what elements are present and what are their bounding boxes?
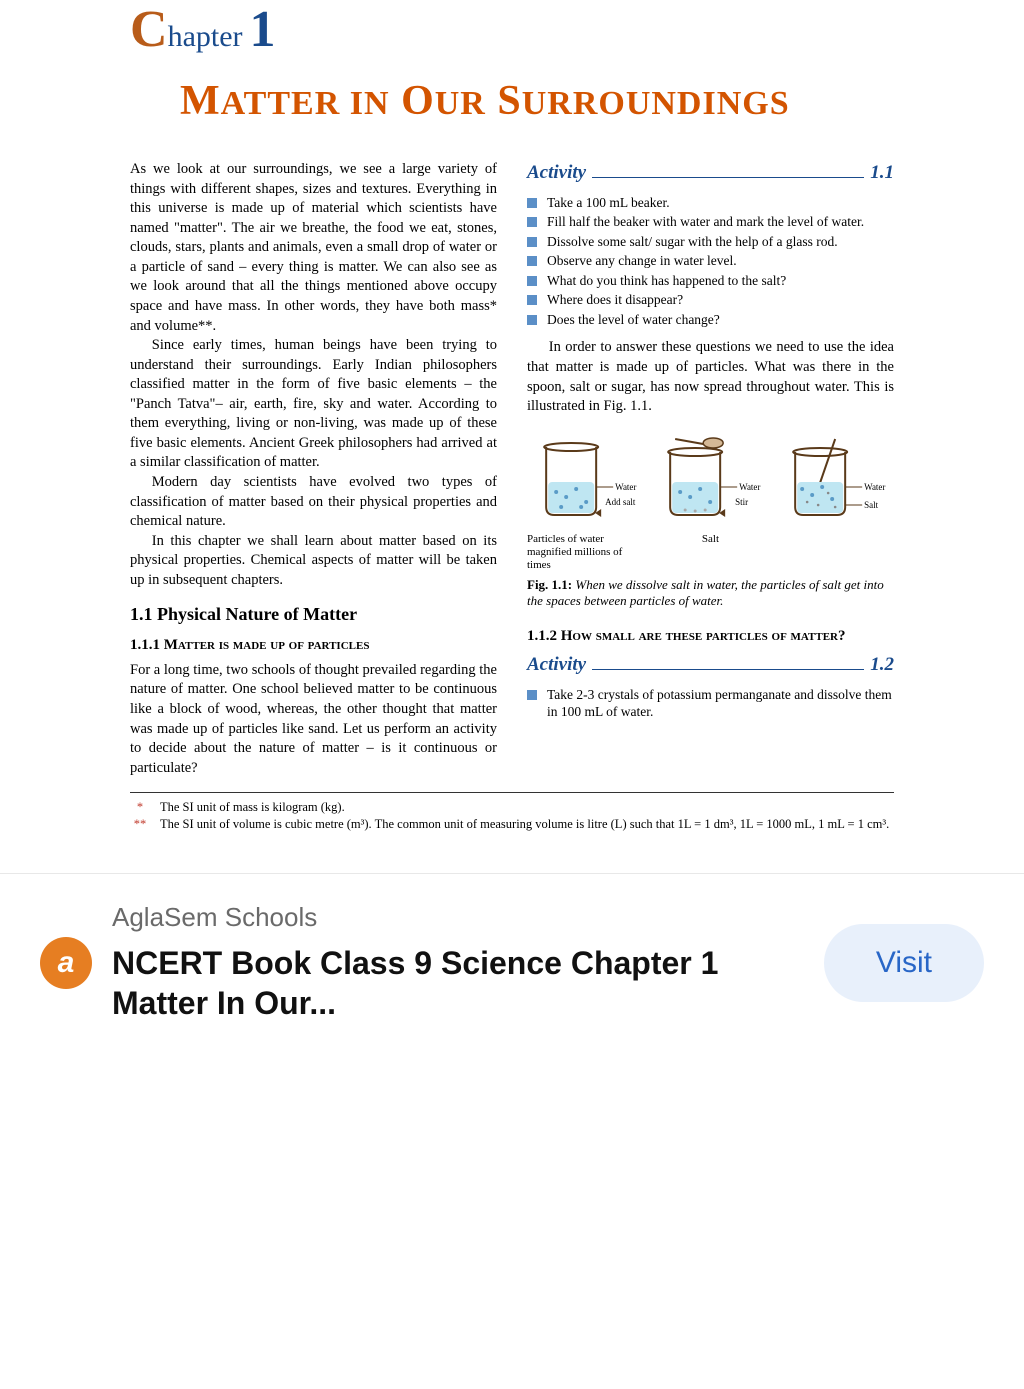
footnotes: * The SI unit of mass is kilogram (kg). …: [130, 792, 894, 833]
figure-caption-text: When we dissolve salt in water, the part…: [527, 577, 884, 608]
right-para-1: In order to answer these questions we ne…: [527, 338, 894, 416]
activity-heading-1-2: Activity 1.2: [527, 652, 894, 678]
chapter-number: 1: [250, 1, 276, 58]
activity-label: Activity: [527, 652, 586, 678]
beaker-3-svg: Water Salt: [776, 437, 894, 527]
card-text-block: AglaSem Schools NCERT Book Class 9 Scien…: [112, 902, 804, 1023]
svg-text:Water: Water: [739, 482, 760, 492]
beaker-1: Water Add salt Particles of water magnif…: [527, 437, 645, 571]
activity-number: 1.1: [870, 160, 894, 186]
beaker-2-caption: Salt: [651, 533, 769, 546]
textbook-page: Chapter 1 MATTER IN OUR SURROUNDINGS As …: [0, 0, 1024, 873]
svg-text:Add salt: Add salt: [605, 497, 636, 507]
footnote-2: ** The SI unit of volume is cubic metre …: [130, 816, 894, 833]
intro-para-1: As we look at our surroundings, we see a…: [130, 160, 497, 336]
activity-item: Take 2-3 crystals of potassium permangan…: [527, 686, 894, 721]
two-column-body: As we look at our surroundings, we see a…: [130, 160, 894, 778]
subsection-heading-1-1-2: 1.1.2 How small are these particles of m…: [527, 626, 894, 646]
activity-item-text: Take 2-3 crystals of potassium permangan…: [547, 686, 894, 721]
search-result-card[interactable]: a AglaSem Schools NCERT Book Class 9 Sci…: [0, 873, 1024, 1053]
subsection-heading-1-1-1: 1.1.1 Matter is made up of particles: [130, 635, 497, 655]
beaker-1-caption: Particles of water magnified millions of…: [527, 533, 645, 571]
beaker-3: Water Salt: [776, 437, 894, 571]
activity-item: Take a 100 mL beaker.: [527, 194, 894, 212]
figure-label: Fig. 1.1:: [527, 577, 572, 592]
activity-item: Observe any change in water level.: [527, 252, 894, 270]
activity-rule: [592, 177, 864, 178]
figure-1-1: Water Add salt Particles of water magnif…: [527, 437, 894, 571]
bullet-icon: [527, 315, 537, 325]
bullet-icon: [527, 690, 537, 700]
activity-item: Where does it disappear?: [527, 291, 894, 309]
activity-1-2-list: Take 2-3 crystals of potassium permangan…: [527, 686, 894, 721]
activity-item-text: Fill half the beaker with water and mark…: [547, 213, 894, 231]
bullet-icon: [527, 295, 537, 305]
activity-rule: [592, 669, 864, 670]
footnote-marker: **: [130, 816, 150, 833]
result-title[interactable]: NCERT Book Class 9 Science Chapter 1 Mat…: [112, 943, 804, 1023]
brand-logo-icon: a: [40, 937, 92, 989]
activity-item: What do you think has happened to the sa…: [527, 272, 894, 290]
svg-text:Water: Water: [864, 482, 885, 492]
visit-button[interactable]: Visit: [824, 924, 984, 1002]
bullet-icon: [527, 237, 537, 247]
beaker-2: Water Stir Salt: [651, 437, 769, 571]
brand-name: AglaSem Schools: [112, 902, 804, 933]
intro-para-2: Since early times, human beings have bee…: [130, 336, 497, 473]
activity-item-text: What do you think has happened to the sa…: [547, 272, 894, 290]
activity-item-text: Observe any change in water level.: [547, 252, 894, 270]
activity-heading-1-1: Activity 1.1: [527, 160, 894, 186]
footnote-1-text: The SI unit of mass is kilogram (kg).: [160, 799, 345, 816]
chapter-initial: C: [130, 1, 168, 58]
activity-label: Activity: [527, 160, 586, 186]
activity-number: 1.2: [870, 652, 894, 678]
para-1-1-1: For a long time, two schools of thought …: [130, 661, 497, 778]
bullet-icon: [527, 217, 537, 227]
activity-item-text: Does the level of water change?: [547, 311, 894, 329]
svg-text:Water: Water: [615, 482, 636, 492]
chapter-heading: Chapter 1: [130, 0, 894, 59]
activity-item-text: Where does it disappear?: [547, 291, 894, 309]
activity-item: Dissolve some salt/ sugar with the help …: [527, 233, 894, 251]
activity-item-text: Dissolve some salt/ sugar with the help …: [547, 233, 894, 251]
footnote-2-text: The SI unit of volume is cubic metre (m³…: [160, 816, 889, 833]
activity-item: Fill half the beaker with water and mark…: [527, 213, 894, 231]
activity-1-1-list: Take a 100 mL beaker.Fill half the beake…: [527, 194, 894, 329]
footnote-marker: *: [130, 799, 150, 816]
activity-item-text: Take a 100 mL beaker.: [547, 194, 894, 212]
svg-text:Stir: Stir: [735, 497, 748, 507]
intro-para-4: In this chapter we shall learn about mat…: [130, 532, 497, 591]
svg-text:Salt: Salt: [864, 500, 879, 510]
left-column: As we look at our surroundings, we see a…: [130, 160, 497, 778]
figure-caption: Fig. 1.1: When we dissolve salt in water…: [527, 577, 894, 610]
footnote-1: * The SI unit of mass is kilogram (kg).: [130, 799, 894, 816]
bullet-icon: [527, 198, 537, 208]
intro-para-3: Modern day scientists have evolved two t…: [130, 473, 497, 532]
bullet-icon: [527, 256, 537, 266]
activity-item: Does the level of water change?: [527, 311, 894, 329]
beaker-1-svg: Water Add salt: [527, 437, 645, 527]
chapter-word: hapter: [168, 20, 243, 53]
beaker-2-svg: Water Stir: [651, 437, 769, 527]
right-column: Activity 1.1 Take a 100 mL beaker.Fill h…: [527, 160, 894, 778]
section-heading-1-1: 1.1 Physical Nature of Matter: [130, 602, 497, 626]
chapter-title: MATTER IN OUR SURROUNDINGS: [130, 77, 894, 125]
bullet-icon: [527, 276, 537, 286]
